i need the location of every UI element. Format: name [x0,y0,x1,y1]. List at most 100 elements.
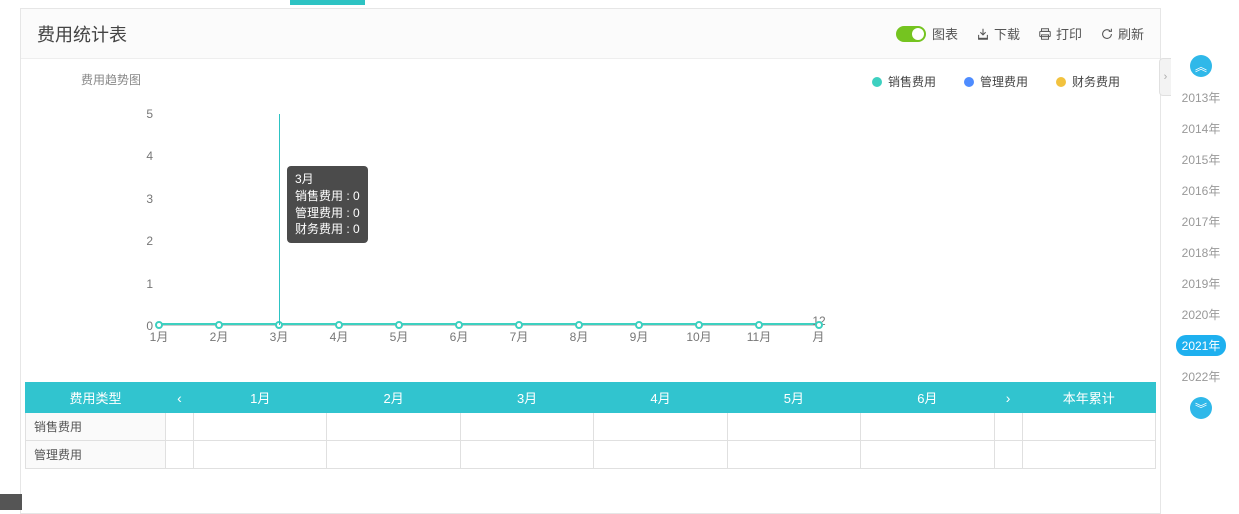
chart-marker [515,321,523,329]
chevron-right-icon: › [1164,71,1168,83]
x-tick-label: 4月 [330,328,349,345]
chart-marker [395,321,403,329]
chart-marker [215,321,223,329]
table-next-button[interactable]: › [994,383,1022,413]
plot-area: 0123451月2月3月4月5月6月7月8月9月10月11月12月3月销售费用 … [159,114,819,326]
chart-marker [575,321,583,329]
refresh-button[interactable]: 刷新 [1100,24,1144,43]
chart-marker [755,321,763,329]
y-tick-label: 3 [137,192,153,206]
x-tick-label: 2月 [210,328,229,345]
y-tick-label: 1 [137,277,153,291]
cell [194,441,327,469]
year-item[interactable]: 2017年 [1176,211,1227,232]
table-row: 管理费用 [26,441,1156,469]
chevron-left-icon: ‹ [177,390,182,406]
tooltip-row: 财务费用 : 0 [295,221,360,238]
cell [460,441,593,469]
chart-marker [635,321,643,329]
year-item[interactable]: 2013年 [1176,87,1227,108]
cell [727,413,860,441]
chart-hover-line [279,114,280,325]
year-scroll-down-button[interactable]: ︾ [1190,397,1212,419]
legend-label: 管理费用 [980,73,1028,90]
toolbar: 图表 下载 打印 刷新 [896,24,1144,43]
tooltip-title: 3月 [295,171,360,188]
th-month-3: 3月 [460,383,593,413]
year-item[interactable]: 2020年 [1176,304,1227,325]
download-label: 下载 [994,24,1020,43]
legend-item[interactable]: 销售费用 [872,73,936,90]
print-button[interactable]: 打印 [1038,24,1082,43]
cell [861,413,994,441]
year-item[interactable]: 2015年 [1176,149,1227,170]
x-tick-label: 9月 [630,328,649,345]
cell-total [1022,413,1155,441]
cell [594,413,727,441]
year-item[interactable]: 2018年 [1176,242,1227,263]
toggle-label: 图表 [932,24,958,43]
year-item[interactable]: 2022年 [1176,366,1227,387]
chart-box: 0123451月2月3月4月5月6月7月8月9月10月11月12月3月销售费用 … [129,96,819,356]
print-icon [1038,27,1052,41]
x-tick-label: 1月 [150,328,169,345]
year-item[interactable]: 2014年 [1176,118,1227,139]
x-tick-label: 11月 [747,328,771,345]
th-month-5: 5月 [727,383,860,413]
toggle-track [896,26,926,42]
chart-marker [695,321,703,329]
series-line-sales [159,323,819,325]
year-item[interactable]: 2016年 [1176,180,1227,201]
download-button[interactable]: 下载 [976,24,1020,43]
x-tick-label: 5月 [390,328,409,345]
y-tick-label: 5 [137,107,153,121]
table-header-row: 费用类型 ‹ 1月 2月 3月 4月 5月 6月 › 本年累计 [26,383,1156,413]
year-item[interactable]: 2019年 [1176,273,1227,294]
legend-dot-icon [964,77,974,87]
print-label: 打印 [1056,24,1082,43]
x-tick-label: 8月 [570,328,589,345]
year-item[interactable]: 2021年 [1176,335,1227,356]
chevron-right-icon: › [1006,390,1011,406]
x-tick-label: 6月 [450,328,469,345]
cell [594,441,727,469]
chart-marker [335,321,343,329]
x-tick-label: 3月 [270,328,289,345]
legend-label: 财务费用 [1072,73,1120,90]
table-prev-button[interactable]: ‹ [166,383,194,413]
cell [194,413,327,441]
th-month-6: 6月 [861,383,994,413]
legend-item[interactable]: 管理费用 [964,73,1028,90]
tooltip-row: 销售费用 : 0 [295,188,360,205]
cell-spacer [994,441,1022,469]
legend-dot-icon [1056,77,1066,87]
top-accent [290,0,365,5]
chart-area: 费用趋势图 销售费用管理费用财务费用 0123451月2月3月4月5月6月7月8… [21,59,1160,366]
page-title: 费用统计表 [37,21,127,47]
legend-item[interactable]: 财务费用 [1056,73,1120,90]
cell-spacer [166,413,194,441]
th-month-4: 4月 [594,383,727,413]
expense-table: 费用类型 ‹ 1月 2月 3月 4月 5月 6月 › 本年累计 销售费用管理费用 [25,382,1156,469]
cell-spacer [994,413,1022,441]
chart-toggle[interactable]: 图表 [896,24,958,43]
cell-spacer [166,441,194,469]
bottom-tab-stub [0,494,22,510]
download-icon [976,27,990,41]
chart-marker [455,321,463,329]
collapse-rail-button[interactable]: › [1159,58,1171,96]
th-type: 费用类型 [26,383,166,413]
year-rail: ︽ 2013年 2014年 2015年 2016年 2017年 2018年 2019年 2020… [1175,55,1227,419]
cell [727,441,860,469]
chart-tooltip: 3月销售费用 : 0管理费用 : 0财务费用 : 0 [287,166,368,243]
cell-total [1022,441,1155,469]
th-month-1: 1月 [194,383,327,413]
x-tick-label: 10月 [686,328,711,345]
cell [861,441,994,469]
legend-label: 销售费用 [888,73,936,90]
year-scroll-up-button[interactable]: ︽ [1190,55,1212,77]
y-tick-label: 4 [137,149,153,163]
th-month-2: 2月 [327,383,460,413]
cell [460,413,593,441]
th-total: 本年累计 [1022,383,1155,413]
